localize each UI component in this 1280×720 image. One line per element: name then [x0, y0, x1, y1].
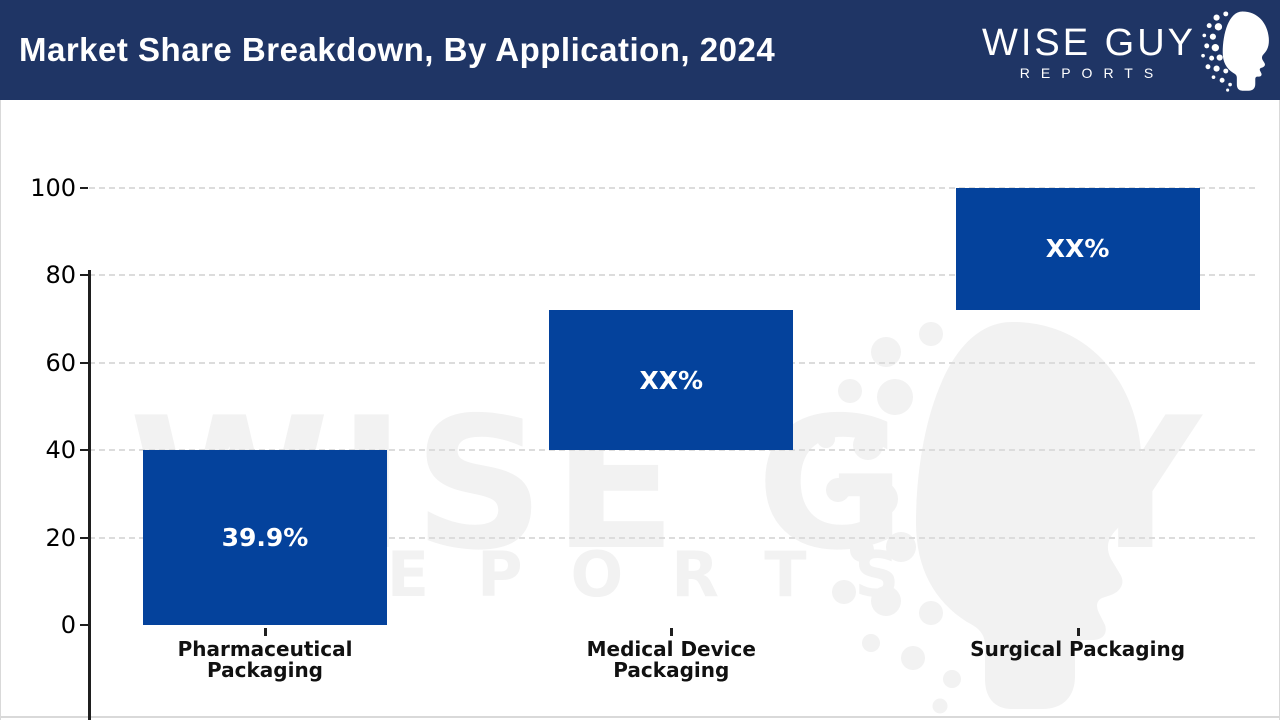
- gridline-100: [89, 186, 1255, 189]
- y-tick-mark-60: [80, 361, 88, 364]
- y-tick-mark-80: [80, 274, 88, 276]
- logo-text: WISE GUY REPORTS: [982, 23, 1196, 81]
- x-category-label: Pharmaceutical Packaging: [177, 637, 353, 682]
- y-tick-label-20: 20: [45, 523, 76, 552]
- bar-pharmaceutical-packaging: 39.9%: [143, 450, 387, 625]
- y-tick-label-80: 80: [45, 261, 76, 289]
- x-tick-mark: [670, 628, 674, 636]
- bar-value-label: XX%: [639, 365, 704, 395]
- x-category-label: Medical Device Packaging: [586, 637, 756, 682]
- gridline-80: [89, 274, 1255, 276]
- bar-medical-device-packaging: XX%: [549, 309, 794, 451]
- x-tick-mark: [264, 628, 267, 636]
- x-tick-mark: [1076, 628, 1080, 636]
- bar-value-label: XX%: [1045, 234, 1110, 264]
- y-tick-mark-40: [80, 449, 88, 451]
- logo-wordmark: WISE GUY: [981, 22, 1196, 64]
- wise-guy-reports-logo: WISE GUY REPORTS: [982, 6, 1272, 98]
- y-tick-label-0: 0: [60, 611, 76, 639]
- x-category-label: Surgical Packaging: [970, 637, 1186, 661]
- y-tick-mark-100: [80, 186, 88, 189]
- y-tick-mark-0: [80, 624, 88, 626]
- y-tick-mark-20: [80, 536, 88, 539]
- y-tick-label-40: 40: [45, 436, 76, 464]
- bar-value-label: 39.9%: [221, 523, 309, 553]
- gridline-20: [89, 536, 1255, 539]
- y-tick-label-60: 60: [45, 348, 76, 377]
- dotted-head-icon: [1201, 11, 1269, 92]
- y-tick-label-100: 100: [30, 173, 76, 202]
- y-axis-line: [88, 270, 91, 720]
- page-bottom-border: [0, 716, 1280, 718]
- logo-subtitle: REPORTS: [1019, 65, 1165, 81]
- chart-area: WISE GUY REPORTS 0 20 40 60 80 100 39.9% Pharma…: [0, 100, 1280, 720]
- chart-title: Market Share Breakdown, By Application, …: [19, 31, 776, 68]
- bar-surgical-packaging: XX%: [955, 187, 1200, 310]
- watermark-subtitle: REPORTS: [291, 538, 948, 611]
- header-bar: Market Share Breakdown, By Application, …: [0, 0, 1280, 100]
